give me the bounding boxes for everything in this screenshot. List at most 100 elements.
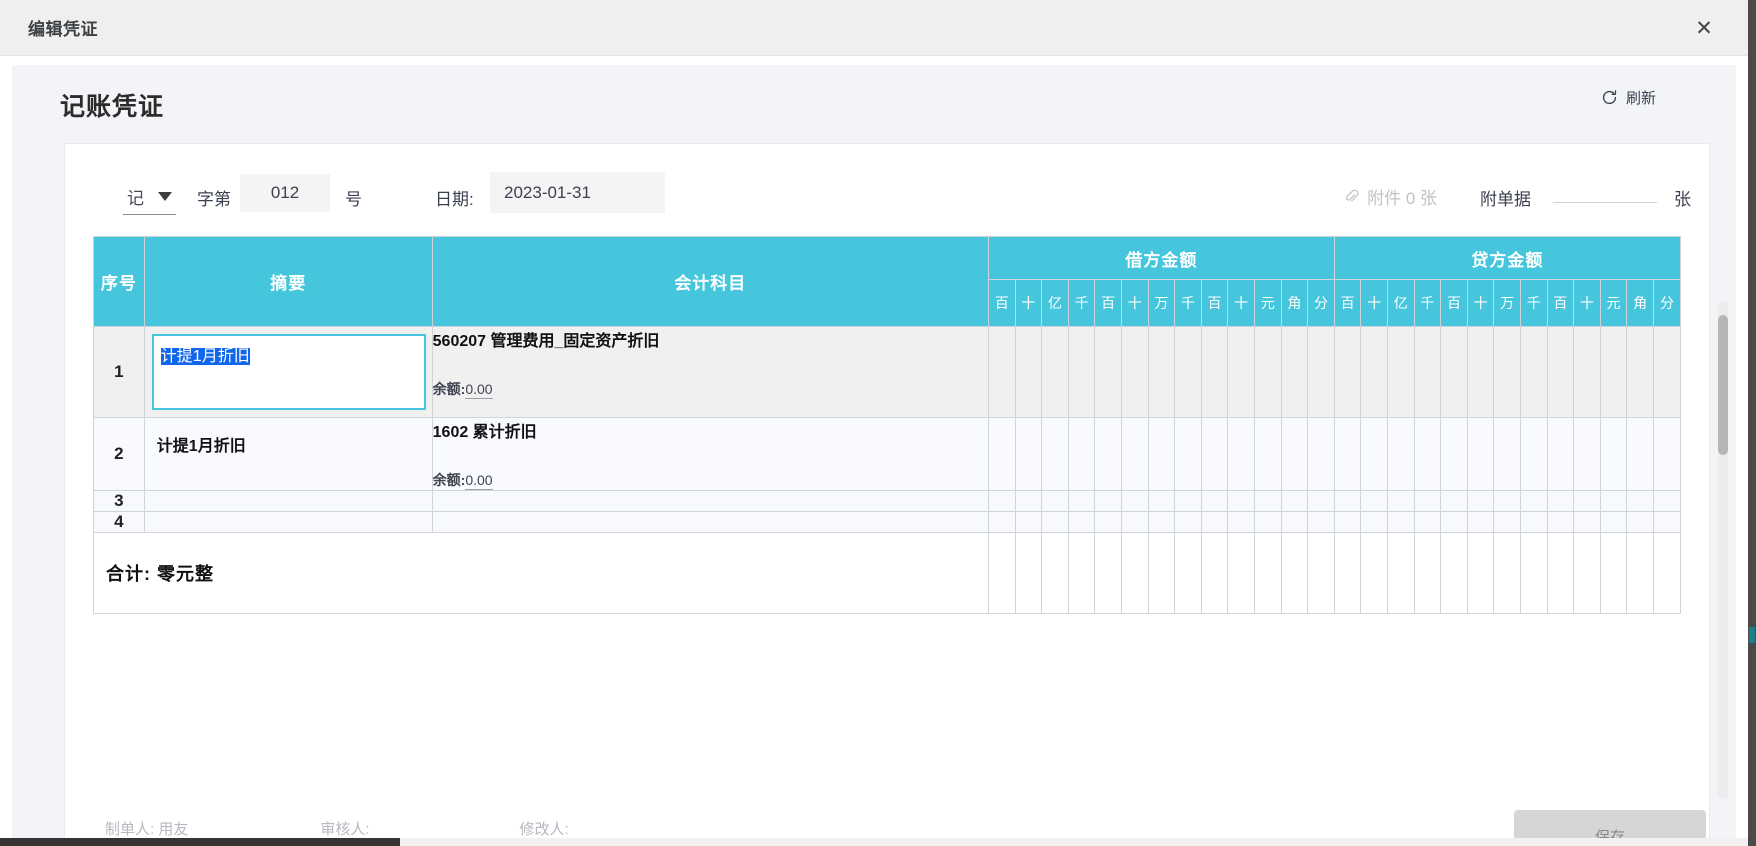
- debit-digit-cell-5[interactable]: [1120, 326, 1149, 418]
- credit-digit-cell-11[interactable]: [1626, 490, 1654, 512]
- debit-digit-cell-12[interactable]: [1307, 326, 1335, 418]
- row-account-cell[interactable]: 1602 累计折旧 余额:0.00: [431, 417, 989, 491]
- credit-digit-cell-1[interactable]: [1360, 326, 1388, 418]
- debit-digit-cell-1[interactable]: [1014, 417, 1043, 491]
- debit-digit-cell-9[interactable]: [1227, 326, 1255, 418]
- vertical-scrollbar-thumb[interactable]: [1718, 315, 1728, 455]
- debit-digit-cell-10[interactable]: [1253, 417, 1282, 491]
- debit-digit-cell-5[interactable]: [1120, 511, 1149, 533]
- debit-digit-cell-2[interactable]: [1041, 490, 1069, 512]
- table-row[interactable]: 4: [93, 511, 1682, 533]
- table-row[interactable]: 1 计提1月折旧 560207 管理费用_固定资产折旧 余额:0.00: [93, 326, 1682, 418]
- debit-digit-cell-2[interactable]: [1041, 417, 1069, 491]
- credit-digit-cell-8[interactable]: [1546, 417, 1575, 491]
- debit-digit-cell-12[interactable]: [1307, 417, 1335, 491]
- debit-digit-cell-12[interactable]: [1307, 511, 1335, 533]
- debit-digit-cell-11[interactable]: [1280, 417, 1309, 491]
- debit-digit-cell-3[interactable]: [1067, 490, 1096, 512]
- credit-digit-cell-11[interactable]: [1626, 326, 1654, 418]
- credit-digit-cell-7[interactable]: [1519, 490, 1548, 512]
- debit-digit-cell-0[interactable]: [987, 490, 1016, 512]
- credit-digit-cell-6[interactable]: [1493, 490, 1521, 512]
- debit-digit-cell-9[interactable]: [1227, 490, 1255, 512]
- credit-digit-cell-1[interactable]: [1360, 417, 1388, 491]
- credit-digit-cell-4[interactable]: [1440, 511, 1468, 533]
- debit-digit-cell-0[interactable]: [987, 417, 1016, 491]
- credit-digit-cell-7[interactable]: [1519, 326, 1548, 418]
- table-row[interactable]: 3: [93, 490, 1682, 512]
- debit-digit-cell-8[interactable]: [1200, 326, 1229, 418]
- abstract-input[interactable]: 计提1月折旧: [151, 334, 426, 410]
- debit-digit-cell-6[interactable]: [1147, 490, 1176, 512]
- row-abstract-cell[interactable]: [143, 511, 433, 533]
- credit-digit-cell-5[interactable]: [1466, 511, 1495, 533]
- vertical-scrollbar[interactable]: [1718, 301, 1728, 799]
- credit-digit-cell-0[interactable]: [1333, 417, 1362, 491]
- credit-digit-cell-12[interactable]: [1652, 417, 1682, 491]
- credit-digit-cell-6[interactable]: [1493, 511, 1521, 533]
- horizontal-scrollbar[interactable]: [0, 838, 1748, 846]
- debit-digit-cell-7[interactable]: [1174, 417, 1202, 491]
- credit-digit-cell-5[interactable]: [1466, 417, 1495, 491]
- row-account-cell[interactable]: 560207 管理费用_固定资产折旧 余额:0.00: [431, 326, 989, 418]
- debit-digit-cell-5[interactable]: [1120, 417, 1149, 491]
- credit-digit-cell-10[interactable]: [1599, 417, 1628, 491]
- debit-digit-cell-12[interactable]: [1307, 490, 1335, 512]
- debit-digit-cell-10[interactable]: [1253, 326, 1282, 418]
- horizontal-scrollbar-thumb[interactable]: [0, 838, 400, 846]
- debit-digit-cell-10[interactable]: [1253, 490, 1282, 512]
- debit-digit-cell-4[interactable]: [1094, 511, 1122, 533]
- credit-digit-cell-5[interactable]: [1466, 490, 1495, 512]
- credit-digit-cell-2[interactable]: [1386, 326, 1415, 418]
- debit-digit-cell-8[interactable]: [1200, 417, 1229, 491]
- credit-digit-cell-8[interactable]: [1546, 326, 1575, 418]
- refresh-button[interactable]: 刷新: [1595, 83, 1662, 112]
- credit-digit-cell-0[interactable]: [1333, 511, 1362, 533]
- credit-digit-cell-8[interactable]: [1546, 490, 1575, 512]
- debit-digit-cell-9[interactable]: [1227, 417, 1255, 491]
- credit-digit-cell-5[interactable]: [1466, 326, 1495, 418]
- credit-digit-cell-3[interactable]: [1413, 417, 1442, 491]
- voucher-date-input[interactable]: [490, 172, 665, 213]
- credit-digit-cell-12[interactable]: [1652, 490, 1682, 512]
- debit-digit-cell-9[interactable]: [1227, 511, 1255, 533]
- credit-digit-cell-11[interactable]: [1626, 511, 1654, 533]
- debit-digit-cell-8[interactable]: [1200, 511, 1229, 533]
- debit-digit-cell-5[interactable]: [1120, 490, 1149, 512]
- credit-digit-cell-0[interactable]: [1333, 326, 1362, 418]
- credit-digit-cell-4[interactable]: [1440, 417, 1468, 491]
- debit-digit-cell-1[interactable]: [1014, 490, 1043, 512]
- debit-digit-cell-4[interactable]: [1094, 326, 1122, 418]
- credit-digit-cell-9[interactable]: [1573, 326, 1601, 418]
- debit-digit-cell-6[interactable]: [1147, 417, 1176, 491]
- debit-digit-cell-4[interactable]: [1094, 417, 1122, 491]
- credit-digit-cell-9[interactable]: [1573, 417, 1601, 491]
- credit-digit-cell-2[interactable]: [1386, 511, 1415, 533]
- debit-digit-cell-1[interactable]: [1014, 326, 1043, 418]
- debit-digit-cell-2[interactable]: [1041, 326, 1069, 418]
- debit-digit-cell-3[interactable]: [1067, 511, 1096, 533]
- voucher-word-select[interactable]: 记: [123, 182, 176, 215]
- credit-digit-cell-1[interactable]: [1360, 511, 1388, 533]
- credit-digit-cell-3[interactable]: [1413, 511, 1442, 533]
- credit-digit-cell-9[interactable]: [1573, 490, 1601, 512]
- credit-digit-cell-7[interactable]: [1519, 511, 1548, 533]
- credit-digit-cell-3[interactable]: [1413, 326, 1442, 418]
- attachment-count[interactable]: 附件 0 张: [1344, 184, 1437, 209]
- credit-digit-cell-10[interactable]: [1599, 326, 1628, 418]
- credit-digit-cell-10[interactable]: [1599, 490, 1628, 512]
- credit-digit-cell-7[interactable]: [1519, 417, 1548, 491]
- debit-digit-cell-0[interactable]: [987, 511, 1016, 533]
- credit-digit-cell-8[interactable]: [1546, 511, 1575, 533]
- debit-digit-cell-7[interactable]: [1174, 511, 1202, 533]
- debit-digit-cell-2[interactable]: [1041, 511, 1069, 533]
- debit-digit-cell-4[interactable]: [1094, 490, 1122, 512]
- credit-digit-cell-4[interactable]: [1440, 326, 1468, 418]
- debit-digit-cell-6[interactable]: [1147, 326, 1176, 418]
- debit-digit-cell-1[interactable]: [1014, 511, 1043, 533]
- debit-digit-cell-6[interactable]: [1147, 511, 1176, 533]
- voucher-number-input[interactable]: [240, 174, 330, 212]
- row-account-cell[interactable]: [431, 511, 989, 533]
- debit-digit-cell-11[interactable]: [1280, 326, 1309, 418]
- credit-digit-cell-0[interactable]: [1333, 490, 1362, 512]
